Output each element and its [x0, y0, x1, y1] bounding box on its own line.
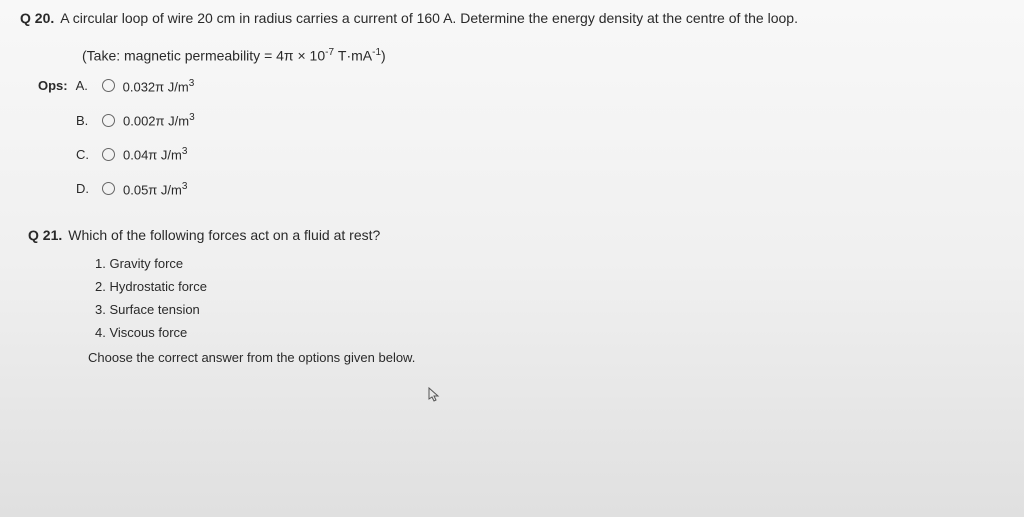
radio-icon	[102, 114, 115, 127]
ops-first-row: Ops: A. 0.032π J/m3	[20, 78, 974, 94]
question-20-block: Q 20. A circular loop of wire 20 cm in r…	[20, 8, 974, 197]
q21-option-2: 2. Hydrostatic force	[95, 279, 974, 294]
q21-options-list: 1. Gravity force 2. Hydrostatic force 3.…	[95, 256, 974, 340]
question-21-block: Q 21. Which of the following forces act …	[20, 225, 974, 365]
q20-header: Q 20. A circular loop of wire 20 cm in r…	[20, 8, 974, 29]
ops-label: Ops:	[38, 78, 68, 93]
q20-option-b[interactable]: B. 0.002π J/m3	[76, 112, 974, 128]
opt-d-exp: 3	[182, 181, 188, 192]
note-exp1: -7	[325, 47, 334, 58]
note-exp2: -1	[372, 47, 381, 58]
opt-a-prefix: 0.032π J/m	[123, 79, 189, 94]
q21-instruction: Choose the correct answer from the optio…	[88, 350, 974, 365]
q21-number: Q 21.	[28, 227, 62, 243]
option-letter-b: B.	[76, 113, 94, 128]
option-text-c: 0.04π J/m3	[123, 146, 187, 162]
opt-b-exp: 3	[189, 112, 195, 123]
q20-note: (Take: magnetic permeability = 4π × 10-7…	[82, 47, 974, 64]
q21-option-3: 3. Surface tension	[95, 302, 974, 317]
opt-c-exp: 3	[182, 146, 188, 157]
option-text-a: 0.032π J/m3	[123, 78, 195, 94]
q21-option-1: 1. Gravity force	[95, 256, 974, 271]
q20-text: A circular loop of wire 20 cm in radius …	[60, 8, 798, 29]
radio-icon	[102, 148, 115, 161]
opt-d-prefix: 0.05π J/m	[123, 182, 182, 197]
note-suffix: )	[381, 48, 386, 64]
q21-header: Q 21. Which of the following forces act …	[28, 225, 974, 246]
note-prefix: (Take: magnetic permeability = 4π × 10	[82, 48, 325, 64]
q20-option-d[interactable]: D. 0.05π J/m3	[76, 181, 974, 197]
option-text-b: 0.002π J/m3	[123, 112, 195, 128]
q21-text: Which of the following forces act on a f…	[68, 225, 380, 246]
q20-options-list: B. 0.002π J/m3 C. 0.04π J/m3 D. 0.05π J/…	[76, 112, 974, 197]
q20-number: Q 20.	[20, 10, 54, 26]
q20-option-a[interactable]: A. 0.032π J/m3	[76, 78, 195, 94]
radio-icon	[102, 182, 115, 195]
note-mid: T·mA	[334, 48, 372, 64]
option-letter-c: C.	[76, 147, 94, 162]
opt-b-prefix: 0.002π J/m	[123, 113, 189, 128]
option-letter-a: A.	[76, 78, 94, 93]
option-letter-d: D.	[76, 181, 94, 196]
opt-c-prefix: 0.04π J/m	[123, 148, 182, 163]
option-text-d: 0.05π J/m3	[123, 181, 187, 197]
q20-option-c[interactable]: C. 0.04π J/m3	[76, 146, 974, 162]
q21-option-4: 4. Viscous force	[95, 325, 974, 340]
cursor-icon	[428, 387, 440, 403]
radio-icon	[102, 79, 115, 92]
opt-a-exp: 3	[189, 78, 195, 89]
